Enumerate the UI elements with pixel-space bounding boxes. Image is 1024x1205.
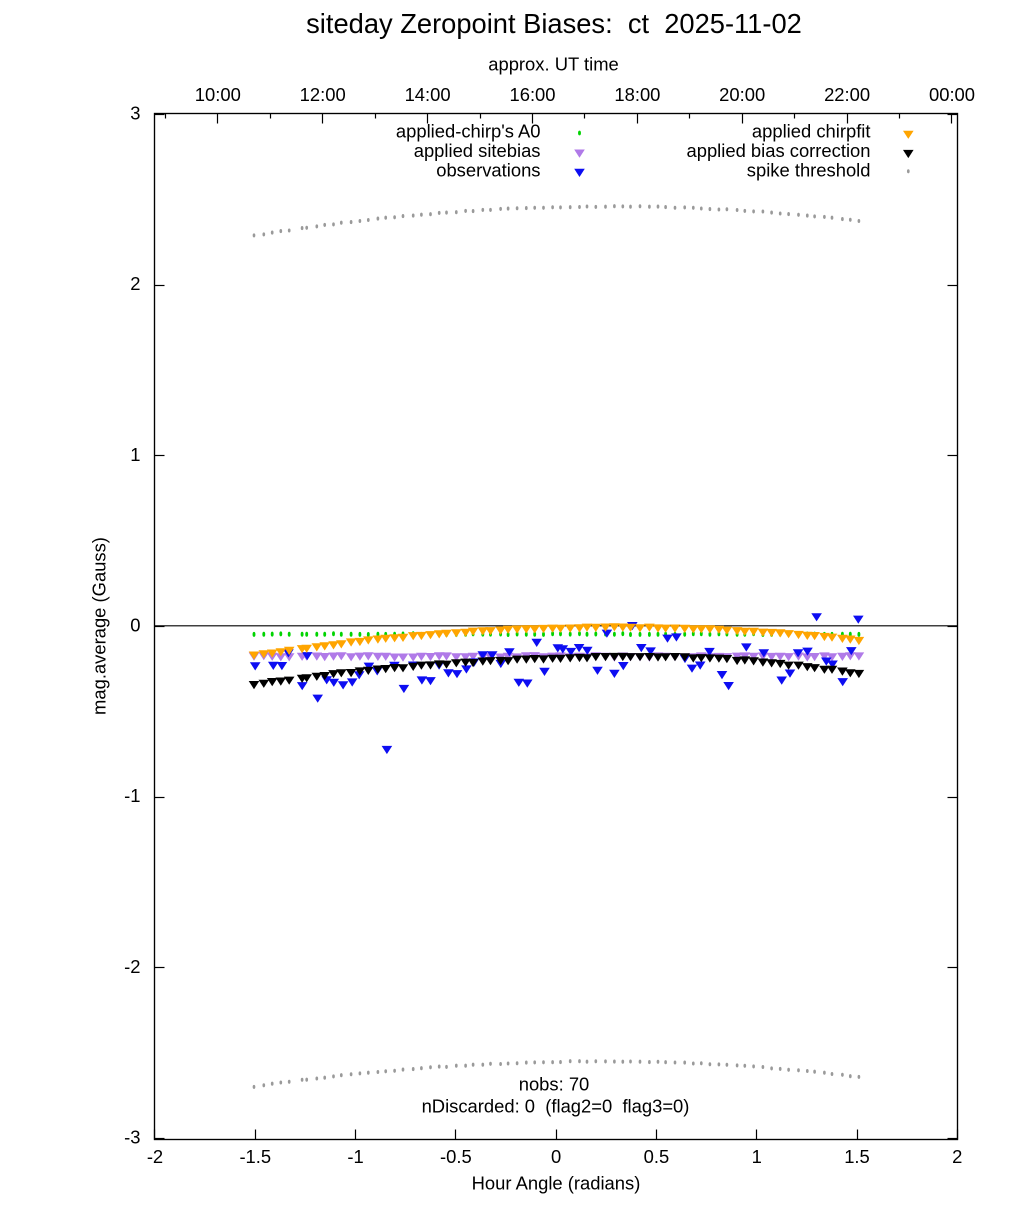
svg-text:0: 0 xyxy=(551,1146,561,1167)
svg-text:3: 3 xyxy=(130,103,140,124)
svg-text:16:00: 16:00 xyxy=(509,84,555,105)
svg-text:mag.average (Gauss): mag.average (Gauss) xyxy=(89,537,110,715)
svg-text:18:00: 18:00 xyxy=(614,84,660,105)
svg-text:22:00: 22:00 xyxy=(824,84,870,105)
svg-text:-0.5: -0.5 xyxy=(440,1146,472,1167)
svg-text:siteday Zeropoint Biases: ct: siteday Zeropoint Biases: ct 2025-11-02 xyxy=(306,8,802,39)
svg-text:nDiscarded: 0 (flag2=0 flag3: nDiscarded: 0 (flag2=0 flag3=0) xyxy=(422,1096,690,1117)
svg-text:20:00: 20:00 xyxy=(719,84,765,105)
svg-text:-2: -2 xyxy=(147,1146,163,1167)
svg-text:-1.5: -1.5 xyxy=(239,1146,271,1167)
svg-text:1: 1 xyxy=(130,444,140,465)
svg-text:2: 2 xyxy=(130,273,140,294)
svg-text:14:00: 14:00 xyxy=(405,84,451,105)
svg-text:applied sitebias: applied sitebias xyxy=(414,140,541,161)
svg-text:applied bias correction: applied bias correction xyxy=(686,140,870,161)
svg-text:1: 1 xyxy=(752,1146,762,1167)
svg-text:-3: -3 xyxy=(124,1127,140,1148)
svg-text:-2: -2 xyxy=(124,956,140,977)
svg-text:-1: -1 xyxy=(124,785,140,806)
svg-text:spike threshold: spike threshold xyxy=(747,160,871,181)
svg-text:2: 2 xyxy=(952,1146,962,1167)
svg-text:approx. UT time: approx. UT time xyxy=(488,54,619,75)
svg-text:10:00: 10:00 xyxy=(195,84,241,105)
svg-text:0.5: 0.5 xyxy=(644,1146,670,1167)
svg-text:00:00: 00:00 xyxy=(929,84,975,105)
svg-text:0: 0 xyxy=(130,615,140,636)
svg-text:-1: -1 xyxy=(347,1146,363,1167)
svg-text:Hour Angle (radians): Hour Angle (radians) xyxy=(472,1173,641,1194)
svg-text:12:00: 12:00 xyxy=(300,84,346,105)
svg-text:observations: observations xyxy=(436,160,540,181)
svg-text:applied chirpfit: applied chirpfit xyxy=(752,121,871,142)
svg-text:nobs: 70: nobs: 70 xyxy=(519,1074,590,1095)
svg-text:applied-chirp's A0: applied-chirp's A0 xyxy=(396,121,541,142)
svg-text:1.5: 1.5 xyxy=(844,1146,870,1167)
